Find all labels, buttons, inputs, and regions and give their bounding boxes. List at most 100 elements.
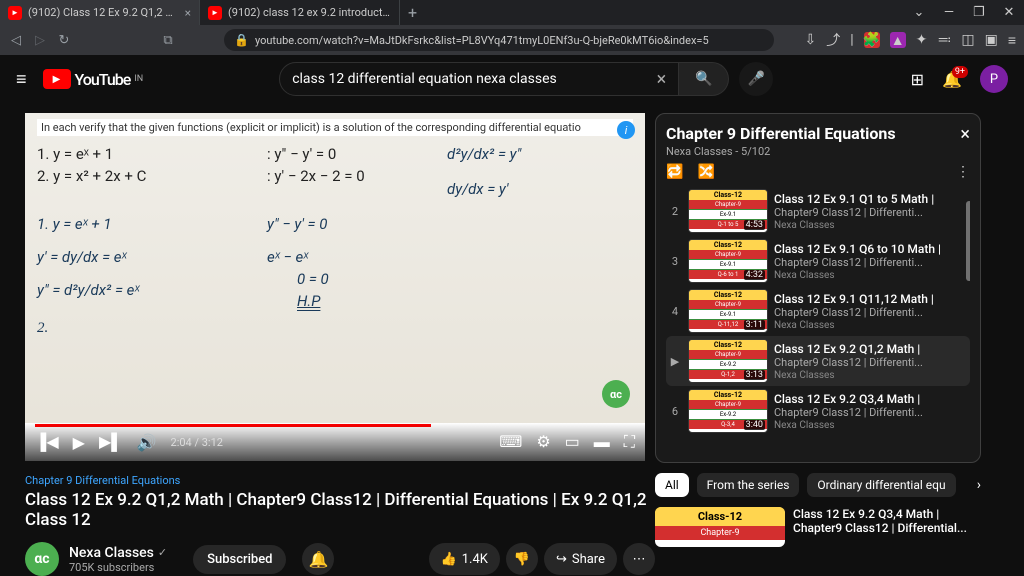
- filter-chip[interactable]: From the series: [697, 473, 800, 497]
- avatar-letter: P: [990, 72, 998, 87]
- country-code: IN: [134, 74, 143, 84]
- playlist-title: Chapter 9 Differential Equations: [666, 124, 896, 143]
- reload-icon[interactable]: ↻: [56, 33, 72, 48]
- new-tab-button[interactable]: +: [400, 3, 425, 22]
- clear-icon[interactable]: ×: [657, 69, 667, 90]
- settings-icon[interactable]: ⚙: [536, 432, 550, 452]
- url-text: youtube.com/watch?v=MaJtDkFsrkc&list=PL8…: [255, 34, 709, 47]
- browser-tab[interactable]: ► (9102) class 12 ex 9.2 introduction - …: [200, 0, 400, 25]
- playlist-item[interactable]: 2 Class-12Chapter-9 Ex-9.1Q-1 to 5 4:53 …: [666, 186, 970, 236]
- channel-watermark[interactable]: αc: [602, 380, 630, 408]
- tab-title: (9102) Class 12 Ex 9.2 Q1,2 Math |: [28, 6, 175, 19]
- math-text: 2. y = x² + 2x + C: [37, 167, 146, 185]
- math-text: d²y/dx² = y″: [447, 145, 521, 163]
- reader-icon[interactable]: ≕: [937, 32, 951, 48]
- search-input[interactable]: class 12 differential equation nexa clas…: [279, 62, 679, 96]
- playlist-item[interactable]: 6 Class-12Chapter-9 Ex-9.2Q-3,4 3:40 Cla…: [666, 386, 970, 436]
- recommended-video[interactable]: Class-12 Chapter-9 Class 12 Ex 9.2 Q3,4 …: [655, 507, 981, 547]
- chevron-right-icon[interactable]: ›: [977, 477, 981, 493]
- shuffle-icon[interactable]: 🔀: [697, 164, 714, 180]
- close-icon[interactable]: ×: [960, 124, 970, 145]
- scrollbar-thumb[interactable]: [966, 201, 970, 281]
- recommended-title: Class 12 Ex 9.2 Q3,4 Math |: [793, 507, 981, 521]
- item-owner: Nexa Classes: [774, 420, 968, 431]
- account-avatar[interactable]: P: [980, 65, 1008, 93]
- item-subtitle: Chapter9 Class12 | Differenti...: [774, 206, 968, 219]
- extension-icon[interactable]: ▲: [890, 32, 906, 48]
- more-button[interactable]: ⋯: [623, 543, 655, 575]
- share-button[interactable]: ↪ Share: [544, 543, 617, 575]
- subscribe-button[interactable]: Subscribed: [193, 545, 286, 574]
- maximize-button[interactable]: ❐: [964, 5, 994, 20]
- url-input[interactable]: 🔒 youtube.com/watch?v=MaJtDkFsrkc&list=P…: [224, 29, 774, 51]
- video-thumbnail: Class-12 Chapter-9: [655, 507, 785, 547]
- search-query: class 12 differential equation nexa clas…: [292, 71, 557, 87]
- youtube-play-icon: ▶: [43, 69, 71, 89]
- browser-tab-active[interactable]: ► (9102) Class 12 Ex 9.2 Q1,2 Math | ×: [0, 0, 200, 25]
- notifications-button[interactable]: 🔔 9+: [942, 70, 962, 89]
- playlist-item[interactable]: ▶ Class-12Chapter-9 Ex-9.2Q-1,2 3:13 Cla…: [666, 336, 970, 386]
- item-title: Class 12 Ex 9.2 Q3,4 Math |: [774, 392, 968, 406]
- math-text: y′ = dy/dx = eˣ: [37, 248, 127, 266]
- bookmark-icon[interactable]: ⧉: [160, 33, 176, 48]
- video-controls: ▐◀ ▶ ▶▌ 🔊 2:04 / 3:12 ⌨ ⚙ ▭ ▬ ⛶: [25, 423, 645, 461]
- youtube-logo[interactable]: ▶ YouTube IN: [43, 69, 144, 89]
- dislike-button[interactable]: 👎: [506, 543, 538, 575]
- more-icon[interactable]: ⋮: [956, 164, 970, 180]
- scrollbar[interactable]: [966, 186, 970, 452]
- voice-search-button[interactable]: 🎤: [739, 62, 773, 96]
- video-thumbnail: Class-12Chapter-9 Ex-9.1Q-1 to 5 4:53: [688, 189, 768, 233]
- search-icon: 🔍: [695, 71, 712, 87]
- verified-icon: ✓: [158, 546, 167, 559]
- filter-chip[interactable]: All: [655, 473, 689, 497]
- separator: |: [850, 32, 853, 48]
- browser-titlebar: ► (9102) Class 12 Ex 9.2 Q1,2 Math | × ►…: [0, 0, 1024, 25]
- video-player[interactable]: In each verify that the given functions …: [25, 113, 645, 461]
- previous-icon[interactable]: ▐◀: [35, 432, 59, 452]
- share-icon[interactable]: ⤴: [826, 30, 840, 50]
- video-thumbnail: Class-12Chapter-9 Ex-9.2Q-1,2 3:13: [688, 339, 768, 383]
- minimize-button[interactable]: —: [934, 5, 964, 20]
- miniplayer-icon[interactable]: ▭: [565, 432, 580, 452]
- fullscreen-icon[interactable]: ⛶: [624, 432, 635, 452]
- back-icon[interactable]: ◁: [8, 33, 24, 48]
- channel-name[interactable]: Nexa Classes✓: [69, 545, 167, 561]
- youtube-text: YouTube: [75, 70, 131, 89]
- microphone-icon: 🎤: [747, 71, 764, 87]
- close-icon[interactable]: ×: [185, 6, 191, 20]
- account-icon[interactable]: ▣: [985, 32, 998, 48]
- math-text: 1. y = eˣ + 1: [37, 215, 112, 233]
- forward-icon[interactable]: ▷: [32, 33, 48, 48]
- play-icon[interactable]: ▶: [73, 433, 85, 452]
- item-title: Class 12 Ex 9.1 Q6 to 10 Math |: [774, 242, 968, 256]
- create-button[interactable]: ⊞: [911, 70, 924, 89]
- sidepanel-icon[interactable]: ◫: [961, 32, 974, 48]
- close-button[interactable]: ✕: [994, 5, 1024, 20]
- item-subtitle: Chapter9 Class12 | Differenti...: [774, 306, 968, 319]
- extensions-icon[interactable]: ✦: [916, 32, 928, 48]
- theater-icon[interactable]: ▬: [594, 432, 610, 452]
- volume-icon[interactable]: 🔊: [137, 433, 157, 452]
- like-button[interactable]: 👍 1.4K: [429, 543, 500, 575]
- install-icon[interactable]: ⇩: [804, 32, 816, 48]
- item-title: Class 12 Ex 9.1 Q11,12 Math |: [774, 292, 968, 306]
- extension-icon[interactable]: 🧩: [864, 32, 880, 48]
- loop-icon[interactable]: 🔁: [666, 164, 683, 180]
- playlist-item[interactable]: 4 Class-12Chapter-9 Ex-9.1Q-11,12 3:11 C…: [666, 286, 970, 336]
- menu-icon[interactable]: ≡: [16, 69, 27, 90]
- filter-chip[interactable]: Ordinary differential equ: [807, 473, 955, 497]
- channel-avatar[interactable]: αc: [25, 542, 59, 576]
- tab-title: (9102) class 12 ex 9.2 introduction - Y: [228, 6, 391, 19]
- playlist-link[interactable]: Chapter 9 Differential Equations: [25, 474, 180, 487]
- notification-bell[interactable]: 🔔: [302, 543, 334, 575]
- next-icon[interactable]: ▶▌: [99, 432, 123, 452]
- address-bar: ◁ ▷ ↻ ⧉ 🔒 youtube.com/watch?v=MaJtDkFsrk…: [0, 25, 1024, 55]
- chevron-down-icon[interactable]: ⌄: [904, 5, 934, 20]
- item-owner: Nexa Classes: [774, 320, 968, 331]
- info-icon[interactable]: i: [617, 121, 635, 139]
- playlist-item[interactable]: 3 Class-12Chapter-9 Ex-9.1Q-6 to 1 4:32 …: [666, 236, 970, 286]
- menu-icon[interactable]: ≡: [1008, 32, 1016, 49]
- item-owner: Nexa Classes: [774, 220, 968, 231]
- search-button[interactable]: 🔍: [679, 62, 729, 96]
- captions-icon[interactable]: ⌨: [499, 432, 522, 452]
